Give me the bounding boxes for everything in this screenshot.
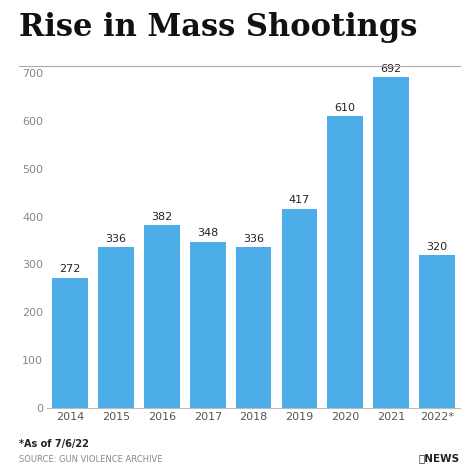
Bar	[419, 255, 455, 408]
Text: 320: 320	[426, 242, 447, 252]
Text: 336: 336	[106, 234, 127, 244]
Bar	[328, 117, 363, 408]
Bar	[282, 209, 317, 408]
Text: Rise in Mass Shootings: Rise in Mass Shootings	[19, 12, 417, 43]
Bar	[373, 77, 409, 408]
Bar	[236, 247, 272, 408]
Bar	[53, 278, 88, 408]
Text: 272: 272	[60, 264, 81, 274]
Text: 692: 692	[381, 64, 401, 74]
Text: 348: 348	[197, 228, 219, 238]
Text: *As of 7/6/22: *As of 7/6/22	[19, 439, 89, 449]
Bar	[190, 242, 226, 408]
Text: ⒶNEWS: ⒶNEWS	[419, 454, 460, 464]
Text: 610: 610	[335, 103, 356, 113]
Text: 382: 382	[151, 212, 173, 222]
Text: 336: 336	[243, 234, 264, 244]
Bar	[144, 225, 180, 408]
Bar	[98, 247, 134, 408]
Text: SOURCE: GUN VIOLENCE ARCHIVE: SOURCE: GUN VIOLENCE ARCHIVE	[19, 455, 163, 464]
Text: 417: 417	[289, 195, 310, 205]
